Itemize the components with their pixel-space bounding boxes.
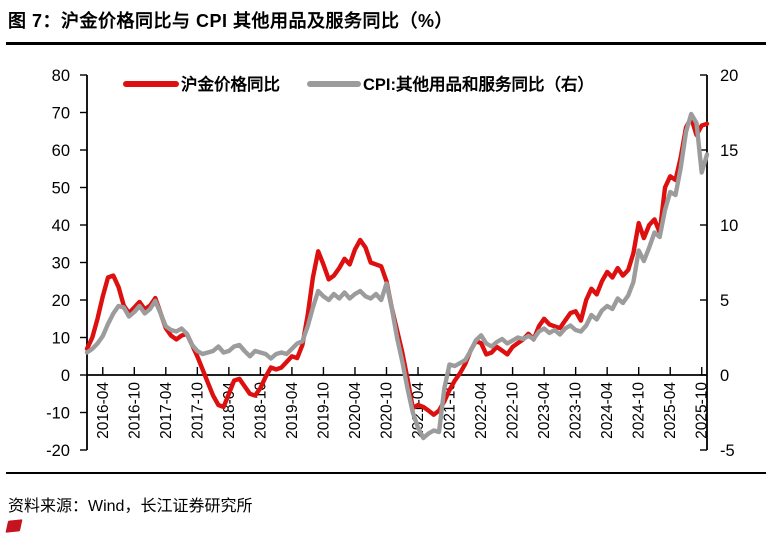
y-axis-left-label: 80 <box>52 67 70 85</box>
x-axis-tick-label: 2023-10 <box>568 382 585 439</box>
x-axis-tick-label: 2025-04 <box>662 382 679 439</box>
series-line-gold-yoy <box>84 115 710 417</box>
source-note: 资料来源：Wind，长江证券研究所 <box>8 498 253 515</box>
x-axis-tick-label: 2024-10 <box>631 382 648 439</box>
x-axis-tick-label: 2016-04 <box>95 382 112 439</box>
y-axis-left-label: 70 <box>52 105 70 123</box>
x-axis-tick-label: 2016-10 <box>126 382 143 439</box>
x-axis-tick-label: 2022-10 <box>505 382 522 439</box>
chart-area: 2016-04 2016-10 2017-04 2017-10 2018-04 2018-… <box>0 55 772 475</box>
x-axis-tick-label: 2019-10 <box>315 382 332 439</box>
y-axis-left-label: 40 <box>52 217 70 235</box>
legend-label-gold-yoy: 沪金价格同比 <box>181 74 280 94</box>
figure-title: 图 7：沪金价格同比与 CPI 其他用品及服务同比（%） <box>8 11 454 31</box>
y-axis-left-label: 20 <box>52 292 70 310</box>
x-axis-tick-label: 2020-10 <box>378 382 395 439</box>
x-axis-tick-label: 2025-10 <box>694 382 711 439</box>
x-axis-tick-label: 2020-04 <box>347 382 364 439</box>
y-axis-left-label: 30 <box>52 255 70 273</box>
y-axis-right-label: 0 <box>720 367 729 385</box>
y-axis-left-label: 50 <box>52 180 70 198</box>
y-axis-left-label: -10 <box>46 405 70 423</box>
y-axis-right-label: 20 <box>720 67 738 85</box>
x-axis-tick-label: 2022-04 <box>473 382 490 439</box>
x-axis-tick-label: 2017-10 <box>189 382 206 439</box>
y-axis-left-label: 0 <box>61 367 70 385</box>
line-chart: 2016-04 2016-10 2017-04 2017-10 2018-04 2018-… <box>46 67 738 460</box>
y-axis-right-label: 15 <box>720 142 738 160</box>
y-axis-left-label: 60 <box>52 142 70 160</box>
y-axis-left-label: 10 <box>52 330 70 348</box>
legend-label-cpi-other-yoy: CPI:其他用品和服务同比（右） <box>363 74 594 94</box>
y-axis-right-label: -5 <box>720 442 735 460</box>
y-axis-right-label: 10 <box>720 217 738 235</box>
x-axis-tick-label: 2018-04 <box>221 382 238 439</box>
changjiang-logo-fragment <box>5 519 23 533</box>
title-divider <box>6 42 766 45</box>
x-axis-tick-label: 2019-04 <box>284 382 301 439</box>
y-axis-right: 20 15 10 5 0 -5 <box>700 67 738 460</box>
x-axis-tick-label: 2024-04 <box>599 382 616 439</box>
legend: 沪金价格同比 CPI:其他用品和服务同比（右） <box>123 74 594 94</box>
y-axis-left-label: -20 <box>46 442 70 460</box>
x-axis: 2016-04 2016-10 2017-04 2017-10 2018-04 2018-… <box>87 367 711 439</box>
figure-bottom-divider <box>6 472 766 474</box>
x-axis-tick-label: 2023-04 <box>536 382 553 439</box>
x-axis-tick-label: 2017-04 <box>158 382 175 439</box>
y-axis-left: 80 70 60 50 40 30 20 10 0 -10 -20 <box>46 67 88 460</box>
y-axis-right-label: 5 <box>720 292 729 310</box>
x-axis-tick-label: 2021-04 <box>410 382 427 439</box>
series-line-cpi-other-yoy <box>84 111 710 441</box>
